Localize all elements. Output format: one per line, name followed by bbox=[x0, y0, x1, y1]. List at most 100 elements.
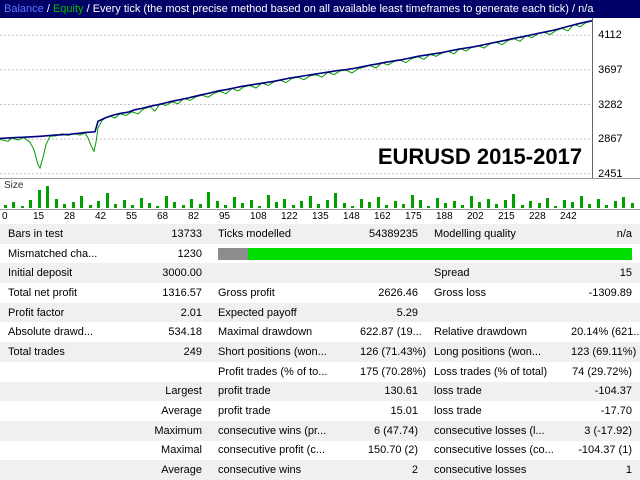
size-bar bbox=[63, 204, 67, 208]
quality-bar-gray-segment bbox=[218, 247, 248, 260]
stat-value: 1316.57 bbox=[162, 286, 202, 299]
size-bar bbox=[452, 201, 456, 208]
size-bar bbox=[198, 204, 202, 208]
legend-separator: / bbox=[568, 3, 579, 15]
size-bar bbox=[147, 203, 151, 208]
stat-value: 20.14% (621... bbox=[571, 326, 640, 339]
results-table: Bars in test 13733 Ticks modelled 54389235 M… bbox=[0, 224, 640, 480]
stat-label: consecutive profit (c... bbox=[218, 444, 325, 457]
stat-value: -104.37 (1) bbox=[578, 444, 632, 457]
size-bar bbox=[596, 199, 600, 208]
y-tick-label: 2451 bbox=[598, 167, 623, 180]
modelling-quality-bar bbox=[218, 247, 632, 260]
stat-value: 13733 bbox=[171, 227, 202, 240]
stat-label: Short positions (won... bbox=[218, 345, 327, 358]
size-bar bbox=[266, 195, 270, 208]
stat-label: consecutive losses bbox=[434, 464, 527, 477]
stat-label: profit trade bbox=[218, 385, 271, 398]
x-tick-label: 82 bbox=[188, 211, 200, 222]
size-bar bbox=[630, 203, 634, 208]
x-tick-label: 28 bbox=[64, 211, 76, 222]
table-row: Absolute drawd... 534.18 Maximal drawdown 6… bbox=[0, 322, 640, 343]
size-bar bbox=[190, 199, 194, 208]
chart-title: EURUSD 2015-2017 bbox=[377, 144, 583, 169]
size-panel: Size bbox=[0, 179, 640, 210]
x-tick-label: 175 bbox=[405, 211, 422, 222]
table-row: Average consecutive wins 2 consecutive loss… bbox=[0, 460, 640, 480]
table-row: Initial deposit 3000.00 Spread 15 bbox=[0, 263, 640, 284]
x-tick-label: 122 bbox=[281, 211, 298, 222]
size-bars bbox=[4, 182, 634, 208]
model-description: Every tick (the most precise method base… bbox=[92, 3, 569, 15]
y-tick-label: 4112 bbox=[598, 29, 622, 42]
size-bar bbox=[478, 202, 482, 208]
stat-value: -1309.89 bbox=[588, 286, 632, 299]
size-bar bbox=[435, 198, 439, 208]
table-row: Total net profit 1316.57 Gross profit 2626.… bbox=[0, 283, 640, 303]
stat-value: 3 (-17.92) bbox=[584, 424, 632, 437]
size-bar bbox=[156, 206, 160, 208]
x-tick-label: 162 bbox=[374, 211, 391, 222]
stat-value: 2626.46 bbox=[378, 286, 418, 299]
size-bar bbox=[444, 203, 448, 208]
size-bar bbox=[554, 206, 558, 208]
size-bar bbox=[80, 196, 84, 208]
balance-chart-plot[interactable]: EURUSD 2015-2017 bbox=[0, 18, 593, 178]
stat-label: profit trade bbox=[218, 405, 271, 418]
balance-line bbox=[0, 19, 593, 140]
size-bar bbox=[359, 199, 363, 208]
stat-label: Expected payoff bbox=[218, 306, 297, 319]
stat-label: consecutive losses (co... bbox=[434, 444, 554, 457]
size-bar bbox=[342, 203, 346, 208]
x-tick-label: 135 bbox=[312, 211, 329, 222]
stat-value: -104.37 bbox=[594, 385, 632, 398]
stat-label: consecutive wins bbox=[218, 464, 302, 477]
x-tick-label: 95 bbox=[219, 211, 231, 222]
stat-value: 6 (47.74) bbox=[373, 424, 418, 437]
size-bar bbox=[105, 193, 109, 208]
size-bar bbox=[54, 199, 58, 208]
x-tick-label: 15 bbox=[33, 211, 45, 222]
stat-label: Bars in test bbox=[8, 227, 64, 240]
size-bar bbox=[139, 198, 143, 208]
stat-label: Total net profit bbox=[8, 286, 78, 299]
stat-label: consecutive losses (l... bbox=[434, 424, 545, 437]
size-bar bbox=[418, 200, 422, 208]
size-bar bbox=[4, 205, 7, 208]
stat-value: 15.01 bbox=[390, 405, 418, 418]
stat-value: 2 bbox=[411, 464, 418, 477]
size-bar bbox=[164, 196, 168, 208]
stat-value: 126 (71.43%) bbox=[360, 345, 427, 358]
size-bar bbox=[520, 205, 524, 208]
legend-separator: / bbox=[83, 3, 93, 15]
stat-label: consecutive wins (pr... bbox=[218, 424, 327, 437]
size-bar bbox=[334, 193, 338, 208]
x-tick-label: 242 bbox=[560, 211, 577, 222]
size-bar bbox=[97, 201, 101, 208]
size-bar bbox=[215, 201, 219, 208]
balance-legend-label: Balance bbox=[4, 3, 44, 15]
stat-value: 74 (29.72%) bbox=[572, 365, 632, 378]
x-tick-label: 68 bbox=[157, 211, 169, 222]
size-bar bbox=[427, 206, 431, 208]
size-bar bbox=[495, 204, 499, 208]
size-bar bbox=[258, 206, 262, 208]
size-bar bbox=[275, 202, 278, 208]
size-bar bbox=[207, 192, 211, 208]
x-tick-label: 55 bbox=[126, 211, 138, 222]
x-tick-label: 0 bbox=[2, 211, 8, 222]
stat-label: loss trade bbox=[434, 385, 482, 398]
size-bar bbox=[241, 203, 245, 208]
size-bar bbox=[46, 186, 50, 208]
stat-label: Profit factor bbox=[8, 306, 65, 319]
size-bar bbox=[122, 200, 126, 208]
stat-value: 150.70 (2) bbox=[367, 444, 418, 457]
model-quality-na: n/a bbox=[578, 3, 594, 15]
stat-label: loss trade bbox=[434, 405, 482, 418]
size-bar bbox=[71, 202, 75, 208]
size-bar bbox=[173, 202, 177, 208]
stat-label: Gross loss bbox=[434, 286, 486, 299]
size-bar bbox=[249, 200, 253, 208]
stat-value: Maximal bbox=[161, 444, 202, 457]
